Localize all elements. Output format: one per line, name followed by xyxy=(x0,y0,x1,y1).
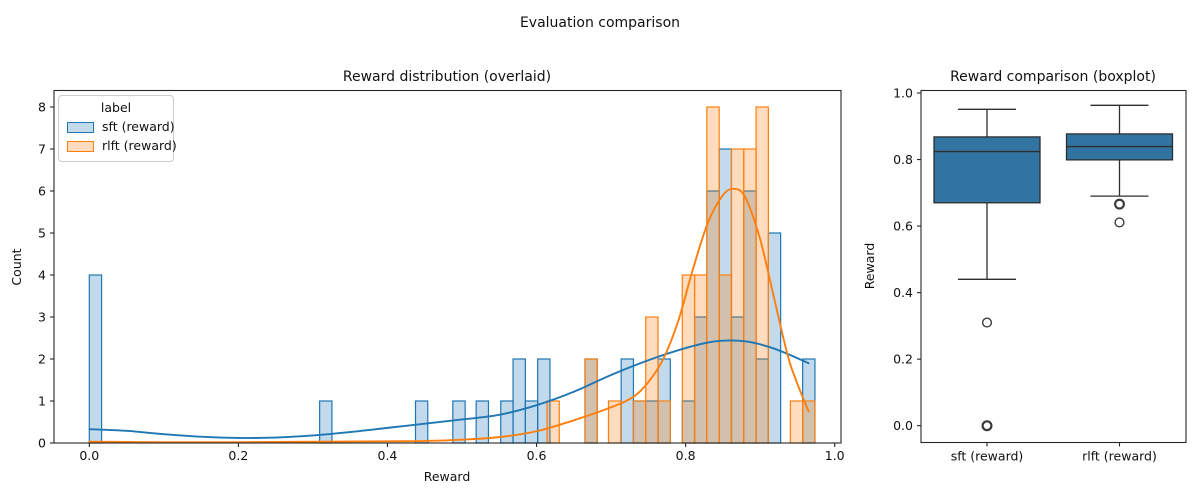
legend-item-sft: sft (reward) xyxy=(59,119,175,136)
x-tick-label: 0.6 xyxy=(527,448,547,463)
hist-bar-rlft xyxy=(645,316,659,444)
outlier-point xyxy=(981,317,993,328)
y-tick-label: 1 xyxy=(38,393,46,408)
hist-bar-sft xyxy=(88,274,103,444)
histogram-plot: 0.0 0.2 0.4 0.6 0.8 1.0 0 1 2 3 4 5 6 7 8 Reward distr… xyxy=(9,69,845,484)
outlier-point xyxy=(981,420,993,432)
figure-suptitle: Evaluation comparison xyxy=(520,15,680,31)
boxplot-frame xyxy=(920,89,1187,444)
hist-bar-rlft xyxy=(546,400,560,444)
histogram-xlabel: Reward xyxy=(424,469,471,484)
histogram-axes: 0.0 0.2 0.4 0.6 0.8 1.0 0 1 2 3 4 5 6 7 8 xyxy=(38,89,845,463)
hist-bar-rlft xyxy=(706,106,720,444)
boxplot-title: Reward comparison (boxplot) xyxy=(950,69,1156,85)
x-tick-label: 0.0 xyxy=(79,448,99,463)
hist-bar-sft xyxy=(512,358,526,444)
y-tick-label: 0.2 xyxy=(893,351,913,366)
y-tick-label: 5 xyxy=(38,225,46,240)
x-tick-label: 0.4 xyxy=(378,448,398,463)
legend-title: label xyxy=(100,100,132,115)
y-tick-label: 1.0 xyxy=(893,85,913,100)
hist-bar-rlft xyxy=(755,106,769,444)
legend-swatch-sft-icon xyxy=(67,122,94,133)
legend-item-rlft: rlft (reward) xyxy=(59,139,177,155)
legend-swatch-rlft-icon xyxy=(67,141,94,152)
legend-label-sft: sft (reward) xyxy=(102,119,175,135)
category-tick-label: sft (reward) xyxy=(951,449,1024,464)
histogram-ylabel: Count xyxy=(9,248,24,285)
y-tick-label: 0.0 xyxy=(893,418,913,433)
y-tick-label: 0.6 xyxy=(893,218,913,233)
hist-bar-rlft xyxy=(718,274,733,444)
hist-bar-sft xyxy=(414,400,429,444)
outlier-point xyxy=(1114,217,1125,228)
hist-bar-sft xyxy=(452,400,466,444)
kde-line-sft xyxy=(88,339,810,439)
x-tick-label: 0.8 xyxy=(676,448,696,463)
legend-label-rlft: rlft (reward) xyxy=(102,138,177,154)
hist-bar-rlft xyxy=(802,400,816,444)
y-tick-label: 2 xyxy=(38,351,46,366)
outlier-point xyxy=(1113,198,1125,210)
y-tick-label: 4 xyxy=(38,267,46,282)
histogram-title: Reward distribution (overlaid) xyxy=(343,69,551,85)
y-tick-label: 6 xyxy=(38,183,46,198)
category-tick-label: rlft (reward) xyxy=(1082,449,1157,464)
hist-bar-sft xyxy=(475,400,490,444)
y-tick-label: 7 xyxy=(38,141,46,156)
histogram-frame xyxy=(53,89,842,444)
hist-bar-rlft xyxy=(743,148,757,444)
y-tick-label: 3 xyxy=(38,309,46,324)
hist-bar-rlft xyxy=(632,400,647,444)
legend: label sft (reward) rlft (reward) xyxy=(58,95,177,162)
y-tick-label: 0.8 xyxy=(893,152,913,167)
boxplot-ylabel: Reward xyxy=(862,243,877,290)
hist-bar-rlft xyxy=(693,274,708,444)
y-tick-label: 0.4 xyxy=(893,285,913,300)
kde-line-rlft xyxy=(88,187,810,444)
hist-bar-rlft xyxy=(789,400,804,444)
y-tick-label: 8 xyxy=(38,99,46,114)
y-tick-label: 0 xyxy=(38,435,46,450)
boxplot-axes: 0.0 0.2 0.4 0.6 0.8 1.0 sft (reward) rlft (rewa… xyxy=(893,85,1187,464)
boxplot-plot: 0.0 0.2 0.4 0.6 0.8 1.0 sft (reward) rlft (rewa… xyxy=(862,69,1187,464)
x-tick-label: 0.2 xyxy=(228,448,248,463)
box-sft xyxy=(933,136,1041,204)
hist-bar-rlft xyxy=(584,358,598,444)
hist-bar-sft xyxy=(767,232,782,444)
hist-bar-rlft xyxy=(657,400,671,444)
x-tick-label: 1.0 xyxy=(825,448,845,463)
hist-bar-sft xyxy=(319,400,333,444)
